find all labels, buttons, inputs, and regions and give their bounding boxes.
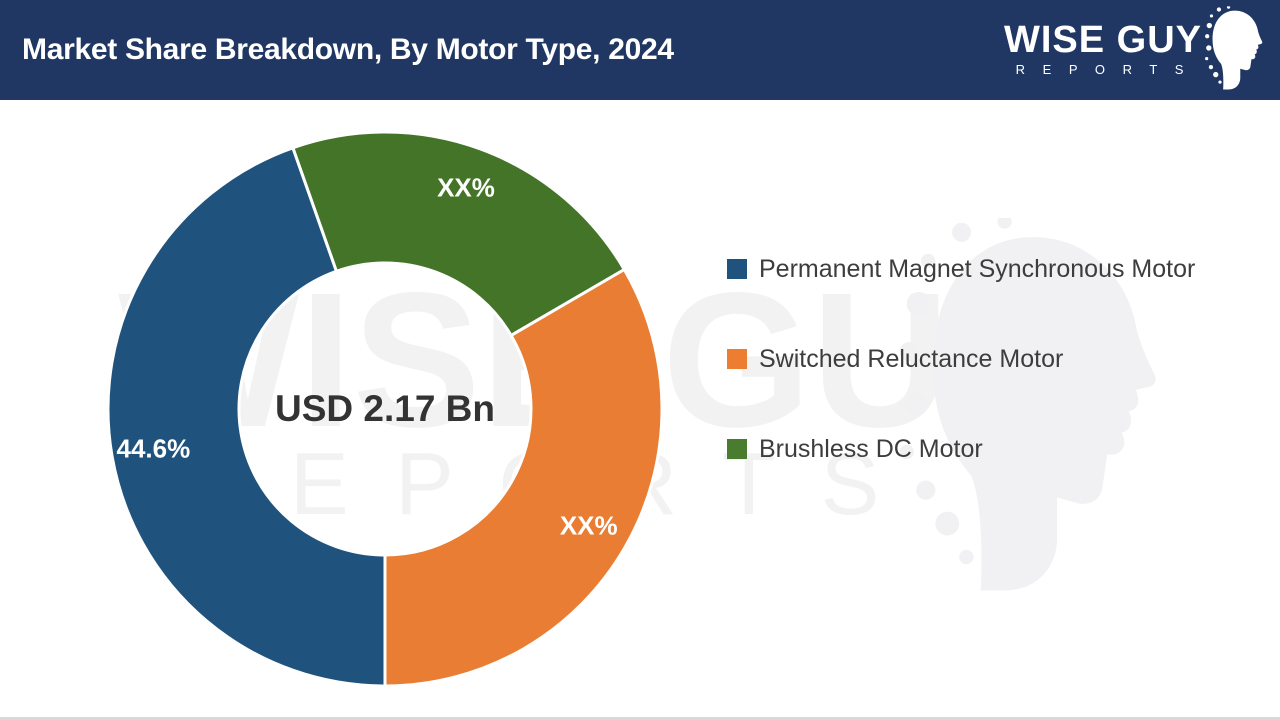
logo-text: WISE GUY R E P O R T S [1004,21,1202,77]
pie-slice-brushless-dc-motor [291,130,626,337]
pie-slice-switched-reluctance-motor [383,267,664,688]
legend-label: Switched Reluctance Motor [759,345,1064,373]
legend-swatch-blue [727,259,747,279]
legend-label: Permanent Magnet Synchronous Motor [759,255,1196,283]
slice-label-switched-reluctance-motor: XX% [559,510,618,541]
legend-swatch-green [727,439,747,459]
slice-label-permanent-magnet-synchronous-motor: 44.6% [116,433,191,464]
slice-label-brushless-dc-motor: XX% [437,172,495,203]
header-bar: Market Share Breakdown, By Motor Type, 2… [0,0,1280,100]
bottom-divider [0,717,1280,720]
logo-reports-text: R E P O R T S [1015,62,1191,77]
legend-item-brushless-dc-motor: Brushless DC Motor [727,436,1195,462]
head-profile-dots-icon [1204,6,1268,92]
legend-label: Brushless DC Motor [759,435,983,463]
donut-chart [106,130,664,688]
donut-center-value: USD 2.17 Bn [274,388,496,429]
logo-wiseguy-text: WISE GUY [1003,19,1202,61]
wiseguy-reports-logo: WISE GUY R E P O R T S [1004,6,1268,92]
legend-item-permanent-magnet-synchronous-motor: Permanent Magnet Synchronous Motor [727,256,1195,282]
legend-swatch-orange [727,349,747,369]
pie-slice-permanent-magnet-synchronous-motor [106,146,387,688]
legend-item-switched-reluctance-motor: Switched Reluctance Motor [727,346,1195,372]
chart-title: Market Share Breakdown, By Motor Type, 2… [22,33,674,66]
chart-legend: Permanent Magnet Synchronous Motor Switc… [727,256,1195,526]
